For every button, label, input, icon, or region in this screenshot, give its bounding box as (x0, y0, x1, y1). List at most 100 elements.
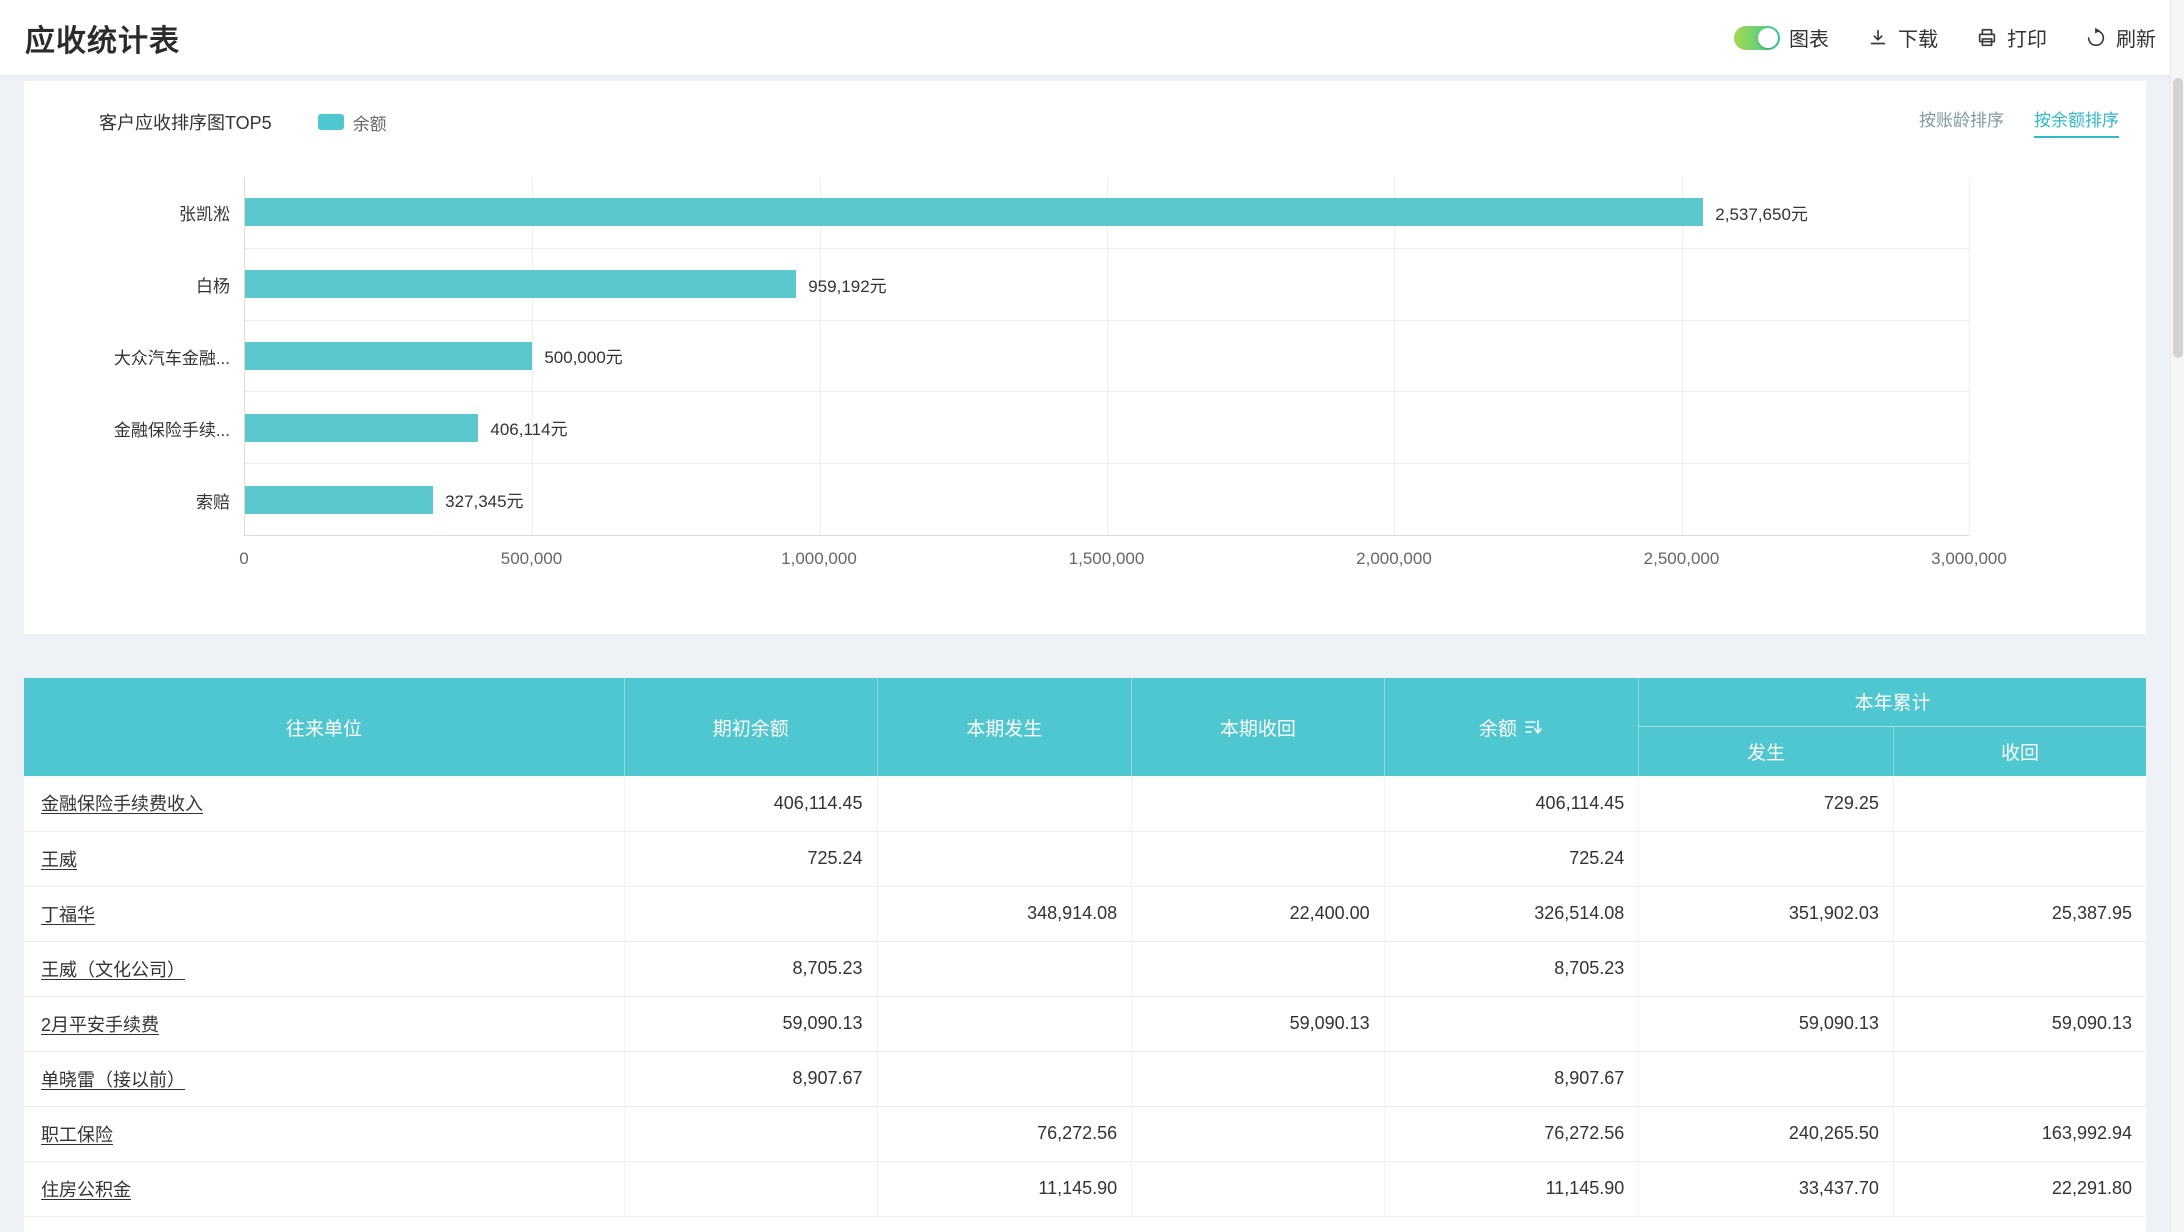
sort-descending-icon[interactable] (1524, 717, 1544, 737)
chart-toggle-group: 图表 (1734, 23, 1829, 52)
value-cell: 22,291.80 (1893, 1161, 2146, 1217)
scrollbar-thumb[interactable] (2173, 78, 2183, 358)
value-cell (1893, 776, 2146, 832)
chart-toggle-switch[interactable] (1734, 25, 1780, 50)
value-cell: 8,705.23 (624, 941, 878, 997)
table-row: 职工保险 76,272.56 76,272.56 240,265.50 163,992.… (24, 1106, 2146, 1162)
x-tick-label: 0 (239, 549, 249, 568)
value-cell: 11,145.90 (877, 1161, 1133, 1217)
value-cell: 8,907.67 (1384, 1051, 1640, 1107)
vertical-scrollbar[interactable] (2170, 0, 2184, 1232)
x-tick-label: 1,000,000 (781, 549, 857, 568)
download-label: 下载 (1898, 29, 1938, 51)
x-tick-label: 1,500,000 (1068, 549, 1145, 568)
table-row: 单晓雷（接以前） 8,907.67 8,907.67 (24, 1051, 2146, 1107)
chart-body: 张凯淞 白杨 大众汽车金融... 金融保险手续... 索赔 2,537,650元 959,… (24, 177, 2146, 536)
gridline (1969, 177, 1970, 535)
print-icon (1976, 27, 1998, 49)
bar-value-label: 2,537,650元 (1715, 204, 1808, 224)
bar[interactable] (245, 341, 533, 370)
unit-cell: 金融保险手续费收入 (24, 776, 626, 832)
chart-category-label: 张凯淞 (179, 205, 230, 225)
unit-link[interactable]: 单晓雷（接以前） (41, 1069, 185, 1090)
bar[interactable] (245, 198, 1704, 227)
chart-header: 客户应收排序图TOP5 余额 按账龄排序 按余额排序 (24, 106, 2146, 138)
col-header-balance: 余额 (1384, 678, 1640, 776)
table-header: 往来单位 期初余额 本期发生 本期收回 余额 本年累计 (24, 678, 2146, 776)
gridline (1394, 177, 1396, 535)
value-cell (1893, 1051, 2146, 1107)
x-tick-label: 500,000 (500, 549, 563, 568)
unit-link[interactable]: 2月平安手续费 (41, 1014, 160, 1035)
bar[interactable] (245, 485, 434, 514)
chart-category-labels: 张凯淞 白杨 大众汽车金融... 金融保险手续... 索赔 (24, 177, 244, 536)
value-cell: 59,090.13 (1638, 996, 1894, 1052)
value-cell (1131, 776, 1385, 832)
table-row: 丁福华 348,914.08 22,400.00 326,514.08 351,902.… (24, 886, 2146, 942)
unit-link[interactable]: 职工保险 (41, 1124, 113, 1145)
value-cell: 406,114.45 (624, 776, 878, 832)
value-cell (1131, 831, 1385, 887)
value-cell: 8,705.23 (1384, 941, 1640, 997)
chart-toggle-label: 图表 (1789, 29, 1829, 51)
chart-category-label: 索赔 (196, 492, 230, 512)
unit-link[interactable]: 住房公积金 (41, 1179, 131, 1200)
gridline (1107, 177, 1108, 535)
unit-link[interactable]: 王威（文化公司） (41, 959, 185, 980)
chart-panel: 客户应收排序图TOP5 余额 按账龄排序 按余额排序 张凯淞 白杨 大众汽车金融..… (24, 81, 2146, 634)
value-cell (1131, 1051, 1385, 1107)
unit-link[interactable]: 金融保险手续费收入 (41, 794, 203, 815)
col-header-current-received: 本期收回 (1131, 678, 1385, 776)
value-cell: 348,914.08 (877, 886, 1133, 942)
legend-swatch-icon (317, 114, 344, 130)
value-cell (1131, 1161, 1385, 1217)
value-cell: 729.25 (1638, 776, 1894, 832)
value-cell: 33,437.70 (1638, 1161, 1894, 1217)
value-cell: 76,272.56 (1384, 1106, 1640, 1162)
x-tick-label: 2,500,000 (1643, 549, 1720, 568)
bar-value-label: 500,000元 (544, 348, 623, 368)
value-cell (877, 776, 1133, 832)
chart-sort-links: 按账龄排序 按余额排序 (1919, 106, 2119, 138)
bar-row: 500,000元 (245, 321, 1969, 393)
table-row: 王威 725.24 725.24 (24, 831, 2146, 887)
chart-title: 客户应收排序图TOP5 (99, 113, 272, 133)
value-cell (1893, 941, 2146, 997)
refresh-button[interactable]: 刷新 (2085, 23, 2156, 52)
value-cell: 8,907.67 (624, 1051, 878, 1107)
refresh-label: 刷新 (2116, 29, 2156, 51)
col-header-ytd: 本年累计 (1638, 678, 2146, 727)
col-header-opening-balance: 期初余额 (624, 678, 878, 776)
value-cell: 59,090.13 (1893, 996, 2146, 1052)
value-cell: 725.24 (1384, 831, 1640, 887)
sort-by-aging-link[interactable]: 按账龄排序 (1919, 111, 2004, 130)
unit-link[interactable]: 丁福华 (41, 904, 95, 925)
value-cell (1638, 941, 1894, 997)
download-button[interactable]: 下载 (1867, 23, 1938, 52)
value-cell (624, 1106, 878, 1162)
toggle-knob-icon (1758, 27, 1778, 48)
table-row: 王威（文化公司） 8,705.23 8,705.23 (24, 941, 2146, 997)
value-cell: 326,514.08 (1384, 886, 1640, 942)
unit-link[interactable]: 王威 (41, 849, 77, 870)
unit-cell: 职工保险 (24, 1106, 626, 1162)
bar-row: 406,114元 (245, 392, 1969, 465)
sort-by-balance-link[interactable]: 按余额排序 (2034, 106, 2119, 138)
print-button[interactable]: 打印 (1976, 23, 2047, 52)
receivables-table: 往来单位 期初余额 本期发生 本期收回 余额 本年累计 (24, 678, 2146, 1217)
bar-value-label: 406,114元 (490, 420, 568, 440)
col-header-ytd-received: 收回 (1893, 726, 2146, 776)
bar[interactable] (245, 413, 479, 442)
value-cell: 406,114.45 (1384, 776, 1640, 832)
chart-legend[interactable]: 余额 (317, 110, 387, 135)
gridline (1681, 177, 1683, 535)
col-header-current-incurred: 本期发生 (877, 678, 1133, 776)
table-row: 住房公积金 11,145.90 11,145.90 33,437.70 22,291.8… (24, 1161, 2146, 1217)
chart-category-label: 白杨 (196, 277, 230, 297)
unit-cell: 丁福华 (24, 886, 626, 942)
bar[interactable] (245, 270, 797, 299)
receivables-table-panel: 往来单位 期初余额 本期发生 本期收回 余额 本年累计 (24, 678, 2146, 1232)
value-cell: 22,400.00 (1131, 886, 1385, 942)
value-cell (624, 886, 878, 942)
chart-category-label: 金融保险手续... (113, 420, 230, 440)
